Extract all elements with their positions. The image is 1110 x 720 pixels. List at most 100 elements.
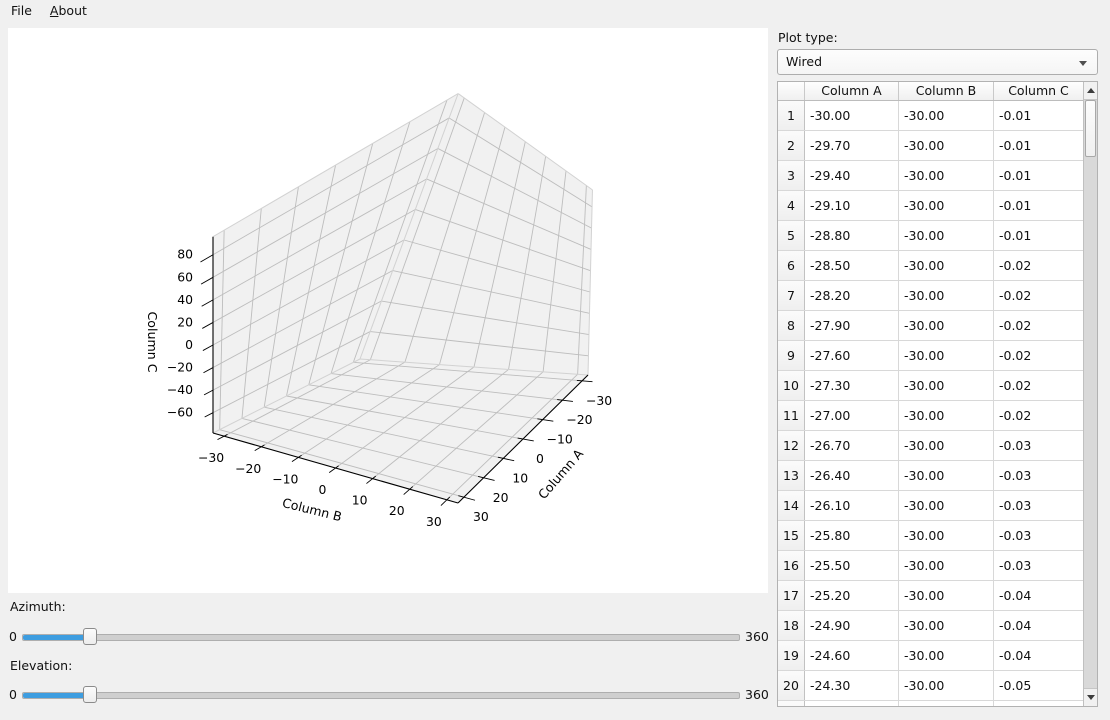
row-header[interactable]: 20 [778, 671, 805, 700]
table-cell[interactable]: -0.05 [999, 678, 1032, 693]
row-header[interactable]: 15 [778, 521, 805, 550]
table-row[interactable]: 13 -26.40 -30.00 -0.03 [778, 461, 1083, 491]
row-header[interactable]: 1 [778, 101, 805, 130]
column-header-column-b[interactable]: Column B [899, 82, 994, 100]
table-cell[interactable]: -0.01 [999, 198, 1032, 213]
table-cell[interactable]: -26.40 [805, 461, 899, 490]
table-row[interactable]: 4 -29.10 -30.00 -0.01 [778, 191, 1083, 221]
menu-item-file[interactable]: File [11, 3, 32, 18]
table-cell[interactable]: -0.01 [999, 138, 1032, 153]
column-header-column-a[interactable]: Column A [805, 82, 899, 100]
table-cell[interactable]: -30.00 [899, 191, 994, 220]
row-header[interactable]: 13 [778, 461, 805, 490]
table-cell[interactable]: -0.02 [999, 318, 1032, 333]
table-cell[interactable]: -28.50 [805, 251, 899, 280]
table-cell[interactable]: -30.00 [899, 611, 994, 640]
table-cell[interactable]: -27.00 [805, 401, 899, 430]
table-scrollbar[interactable] [1083, 82, 1097, 706]
3d-wireframe-plot[interactable]: −30−20−100102030−30−20−100102030−60−40−2… [8, 28, 768, 593]
slider-groove[interactable] [22, 692, 740, 699]
table-cell[interactable]: -30.00 [899, 341, 994, 370]
table-cell[interactable]: -30.00 [899, 521, 994, 550]
table-cell[interactable]: -24.60 [805, 641, 899, 670]
table-cell[interactable]: -24.30 [805, 671, 899, 700]
row-header[interactable]: 17 [778, 581, 805, 610]
table-row[interactable]: 20 -24.30 -30.00 -0.05 [778, 671, 1083, 701]
table-cell[interactable]: -25.50 [805, 551, 899, 580]
table-cell[interactable]: -30.00 [899, 641, 994, 670]
table-cell[interactable]: -0.02 [999, 408, 1032, 423]
row-header[interactable]: 5 [778, 221, 805, 250]
table-cell[interactable]: -0.03 [999, 498, 1032, 513]
table-cell[interactable]: -0.02 [999, 348, 1032, 363]
table-cell[interactable]: -30.00 [899, 431, 994, 460]
row-header[interactable]: 11 [778, 401, 805, 430]
row-header[interactable]: 6 [778, 251, 805, 280]
table-cell[interactable]: -26.10 [805, 491, 899, 520]
table-cell[interactable]: -30.00 [899, 461, 994, 490]
row-header[interactable]: 14 [778, 491, 805, 520]
table-row[interactable]: 8 -27.90 -30.00 -0.02 [778, 311, 1083, 341]
table-cell[interactable]: -28.20 [805, 281, 899, 310]
table-cell[interactable]: -25.80 [805, 521, 899, 550]
plot-type-dropdown[interactable]: Wired [777, 49, 1098, 75]
row-header[interactable]: 4 [778, 191, 805, 220]
row-header[interactable]: 10 [778, 371, 805, 400]
row-header[interactable]: 9 [778, 341, 805, 370]
table-cell[interactable]: -0.03 [999, 528, 1032, 543]
table-cell[interactable]: -27.90 [805, 311, 899, 340]
row-header[interactable]: 3 [778, 161, 805, 190]
table-cell[interactable]: -30.00 [899, 281, 994, 310]
table-cell[interactable]: -28.80 [805, 221, 899, 250]
table-corner-cell[interactable] [778, 82, 805, 100]
table-row[interactable]: 5 -28.80 -30.00 -0.01 [778, 221, 1083, 251]
azimuth-slider[interactable] [22, 628, 740, 645]
menu-item-about[interactable]: About [49, 3, 87, 18]
table-cell[interactable]: -30.00 [899, 491, 994, 520]
table-cell[interactable]: -0.03 [999, 468, 1032, 483]
table-cell[interactable]: -29.10 [805, 191, 899, 220]
column-header-column-c[interactable]: Column C [1008, 83, 1069, 98]
table-cell[interactable]: -0.01 [999, 168, 1032, 183]
table-cell[interactable]: -26.70 [805, 431, 899, 460]
table-row[interactable]: 12 -26.70 -30.00 -0.03 [778, 431, 1083, 461]
table-row[interactable]: 19 -24.60 -30.00 -0.04 [778, 641, 1083, 671]
table-cell[interactable]: -30.00 [899, 551, 994, 580]
table-cell[interactable]: -30.00 [805, 101, 899, 130]
slider-groove[interactable] [22, 634, 740, 641]
elevation-slider-handle[interactable] [83, 686, 97, 703]
table-cell[interactable]: -0.02 [999, 378, 1032, 393]
table-cell[interactable]: -0.01 [999, 108, 1032, 123]
table-cell[interactable]: -30.00 [899, 131, 994, 160]
table-row[interactable]: 17 -25.20 -30.00 -0.04 [778, 581, 1083, 611]
table-cell[interactable]: -0.04 [999, 618, 1032, 633]
table-row[interactable]: 14 -26.10 -30.00 -0.03 [778, 491, 1083, 521]
table-cell[interactable]: -0.02 [999, 288, 1032, 303]
table-cell[interactable]: -27.60 [805, 341, 899, 370]
table-cell[interactable]: -25.20 [805, 581, 899, 610]
table-cell[interactable]: -27.30 [805, 371, 899, 400]
table-row[interactable]: 6 -28.50 -30.00 -0.02 [778, 251, 1083, 281]
table-row-partial[interactable] [778, 701, 1083, 706]
table-cell[interactable]: -0.03 [999, 438, 1032, 453]
table-cell[interactable]: -0.04 [999, 648, 1032, 663]
table-cell[interactable]: -29.40 [805, 161, 899, 190]
row-header[interactable]: 2 [778, 131, 805, 160]
table-cell[interactable]: -30.00 [899, 161, 994, 190]
table-row[interactable]: 1 -30.00 -30.00 -0.01 [778, 101, 1083, 131]
row-header[interactable]: 19 [778, 641, 805, 670]
table-row[interactable]: 15 -25.80 -30.00 -0.03 [778, 521, 1083, 551]
scroll-up-button[interactable] [1084, 82, 1097, 100]
table-cell[interactable]: -30.00 [899, 311, 994, 340]
table-row[interactable]: 18 -24.90 -30.00 -0.04 [778, 611, 1083, 641]
table-cell[interactable]: -24.90 [805, 611, 899, 640]
elevation-slider[interactable] [22, 686, 740, 703]
table-row[interactable]: 16 -25.50 -30.00 -0.03 [778, 551, 1083, 581]
row-header[interactable]: 18 [778, 611, 805, 640]
table-cell[interactable]: -0.03 [999, 558, 1032, 573]
table-row[interactable]: 9 -27.60 -30.00 -0.02 [778, 341, 1083, 371]
table-row[interactable]: 3 -29.40 -30.00 -0.01 [778, 161, 1083, 191]
row-header[interactable]: 8 [778, 311, 805, 340]
azimuth-slider-handle[interactable] [83, 628, 97, 645]
table-row[interactable]: 10 -27.30 -30.00 -0.02 [778, 371, 1083, 401]
